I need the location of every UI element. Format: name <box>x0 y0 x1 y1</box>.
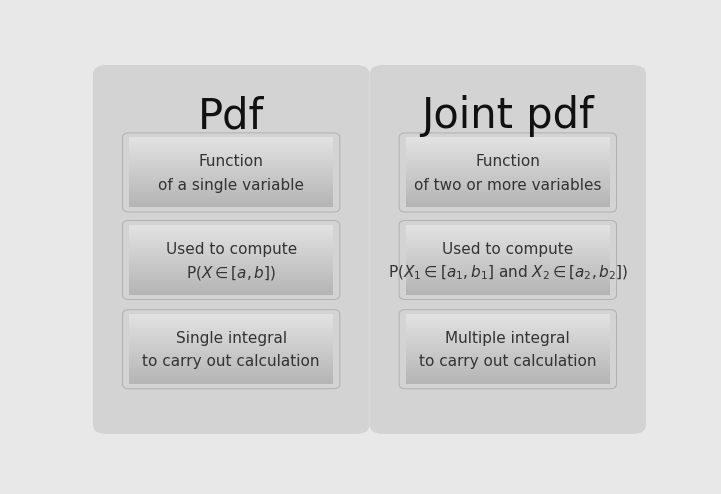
Text: Joint pdf: Joint pdf <box>422 95 594 137</box>
Text: $\mathrm{P}(X_1 \in [a_1, b_1] \text{ and } X_2 \in [a_2, b_2])$: $\mathrm{P}(X_1 \in [a_1, b_1] \text{ an… <box>388 263 628 282</box>
Text: of two or more variables: of two or more variables <box>414 177 601 193</box>
Text: Single integral: Single integral <box>176 331 287 346</box>
Text: Used to compute: Used to compute <box>442 242 573 257</box>
FancyBboxPatch shape <box>369 65 646 434</box>
FancyBboxPatch shape <box>93 65 369 434</box>
Text: Used to compute: Used to compute <box>166 242 297 257</box>
Text: to carry out calculation: to carry out calculation <box>143 354 320 370</box>
Text: Function: Function <box>199 155 264 169</box>
Text: $\mathrm{P}(X \in [a, b])$: $\mathrm{P}(X \in [a, b])$ <box>186 264 276 282</box>
Text: to carry out calculation: to carry out calculation <box>419 354 596 370</box>
Text: Function: Function <box>475 155 540 169</box>
Text: Pdf: Pdf <box>198 95 265 137</box>
Text: of a single variable: of a single variable <box>158 177 304 193</box>
Text: Multiple integral: Multiple integral <box>446 331 570 346</box>
